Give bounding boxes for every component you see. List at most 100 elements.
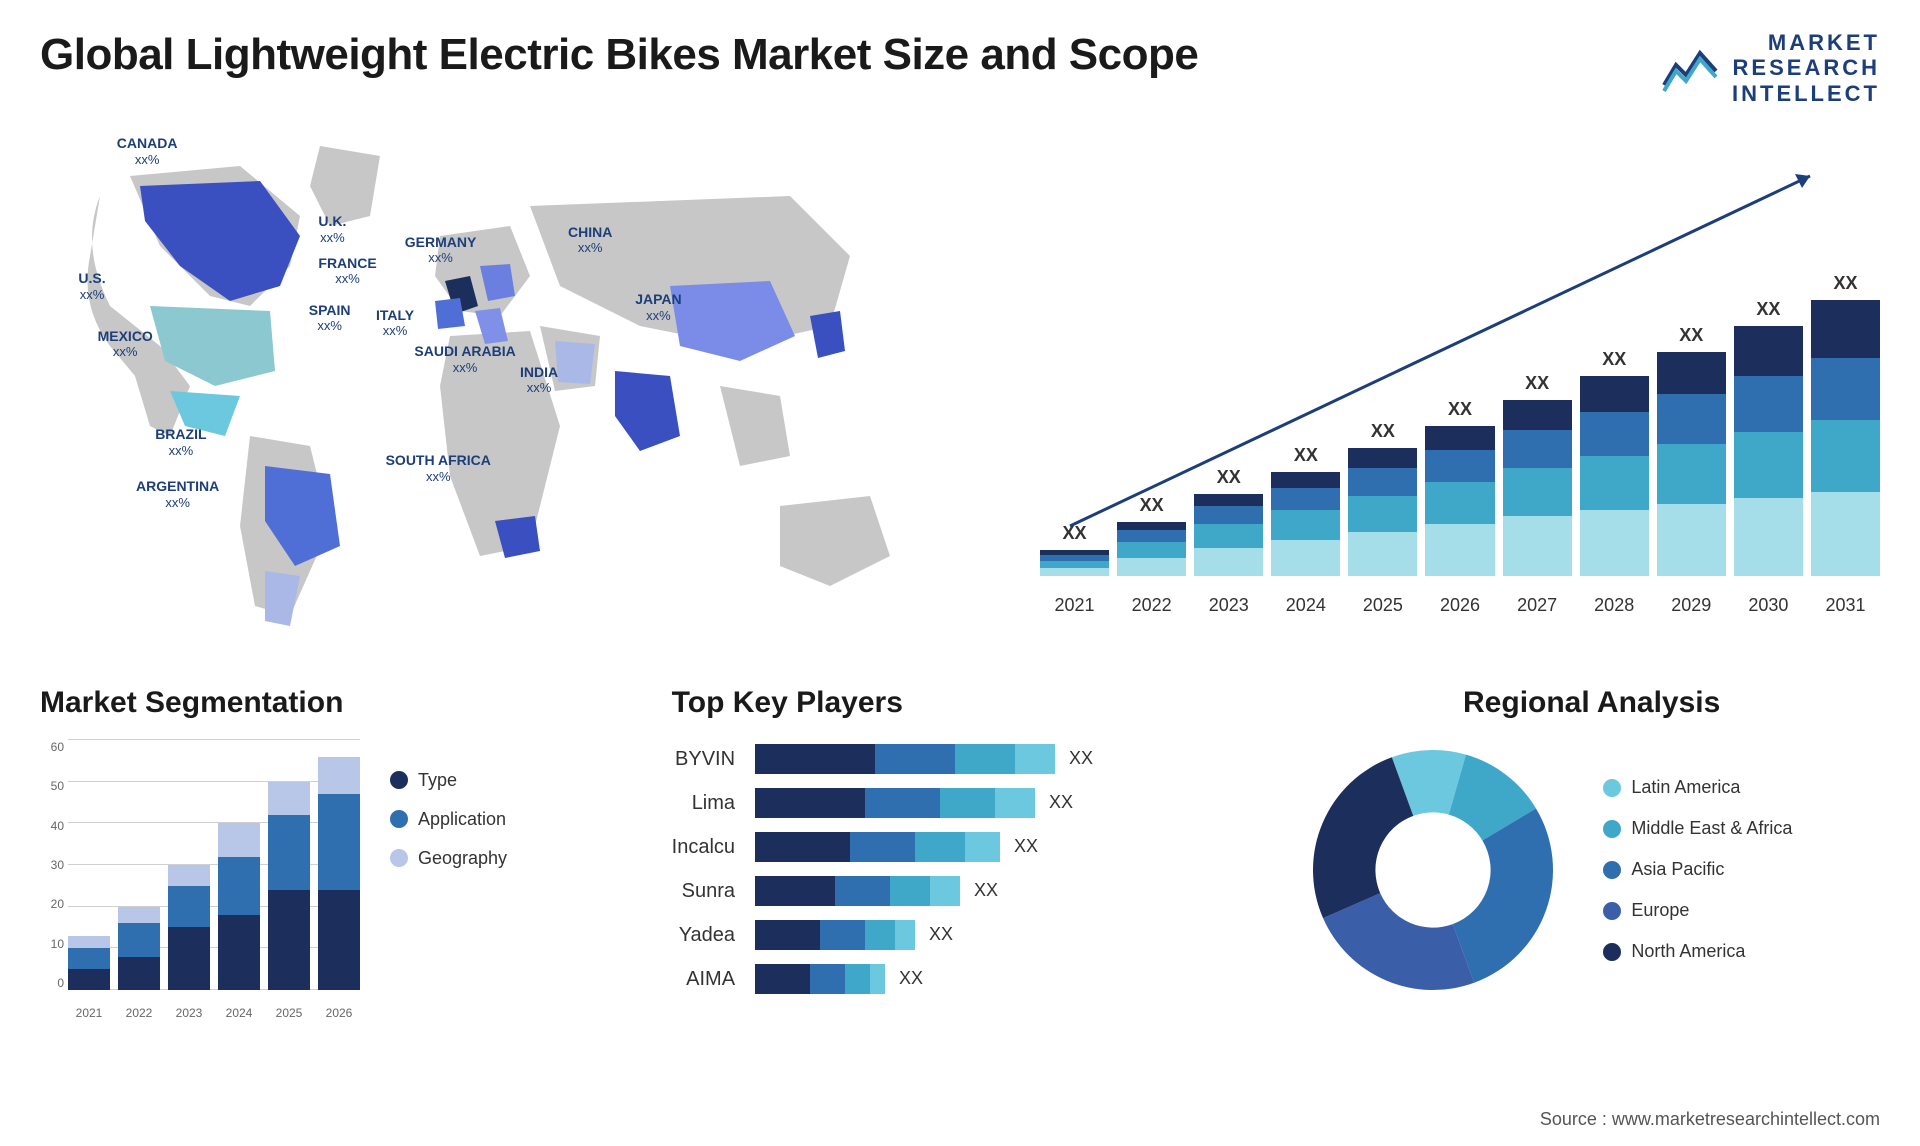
player-labels: BYVINLimaIncalcuSunraYadeaAIMA xyxy=(672,740,735,994)
map-label: ARGENTINAxx% xyxy=(136,479,219,510)
player-bar-row: XX xyxy=(755,744,1248,774)
legend-swatch xyxy=(1603,820,1621,838)
growth-year-label: 2026 xyxy=(1425,595,1494,616)
player-name: Sunra xyxy=(672,876,735,906)
growth-bar: XX xyxy=(1117,495,1186,576)
map-label: SPAINxx% xyxy=(309,303,351,334)
map-label: BRAZILxx% xyxy=(155,427,206,458)
player-bars: XX XX XX XX XX XX xyxy=(755,740,1248,994)
segmentation-bar xyxy=(318,757,360,990)
map-label: SAUDI ARABIAxx% xyxy=(414,344,515,375)
map-label: SOUTH AFRICAxx% xyxy=(386,453,491,484)
growth-bar-value: XX xyxy=(1217,467,1241,488)
player-bar-row: XX xyxy=(755,920,1248,950)
player-name: BYVIN xyxy=(672,744,735,774)
growth-bar-value: XX xyxy=(1063,523,1087,544)
growth-bar: XX xyxy=(1657,325,1726,576)
growth-bar-value: XX xyxy=(1294,445,1318,466)
growth-bar-value: XX xyxy=(1602,349,1626,370)
safrica-shape xyxy=(495,516,540,558)
legend-item: Geography xyxy=(390,848,507,869)
player-name: AIMA xyxy=(672,964,735,994)
growth-year-label: 2030 xyxy=(1734,595,1803,616)
legend-swatch xyxy=(1603,779,1621,797)
brand-logo: MARKET RESEARCH INTELLECT xyxy=(1660,30,1880,106)
player-value: XX xyxy=(1014,836,1038,857)
legend-label: Europe xyxy=(1631,900,1689,921)
segmentation-legend: Type Application Geography xyxy=(390,740,507,1020)
legend-swatch xyxy=(1603,902,1621,920)
growth-bar: XX xyxy=(1194,467,1263,576)
map-label: INDIAxx% xyxy=(520,365,558,396)
player-bar-row: XX xyxy=(755,832,1248,862)
legend-label: Application xyxy=(418,809,506,830)
player-name: Yadea xyxy=(672,920,735,950)
player-bar-row: XX xyxy=(755,788,1248,818)
donut-slice xyxy=(1313,757,1413,918)
growth-year-label: 2025 xyxy=(1348,595,1417,616)
player-bar-row: XX xyxy=(755,964,1248,994)
segmentation-bar xyxy=(118,907,160,990)
legend-item: Type xyxy=(390,770,507,791)
growth-bar: XX xyxy=(1425,399,1494,576)
growth-year-label: 2024 xyxy=(1271,595,1340,616)
logo-icon xyxy=(1660,43,1720,93)
source-attribution: Source : www.marketresearchintellect.com xyxy=(1540,1109,1880,1130)
regional-analysis-section: Regional Analysis Latin AmericaMiddle Ea… xyxy=(1303,686,1880,1020)
map-label: GERMANYxx% xyxy=(405,235,477,266)
legend-swatch xyxy=(390,849,408,867)
legend-item: North America xyxy=(1603,941,1792,962)
growth-bar: XX xyxy=(1348,421,1417,576)
player-bar-row: XX xyxy=(755,876,1248,906)
growth-year-label: 2023 xyxy=(1194,595,1263,616)
growth-bar-value: XX xyxy=(1525,373,1549,394)
map-label: CANADAxx% xyxy=(117,136,178,167)
legend-item: Middle East & Africa xyxy=(1603,818,1792,839)
segmentation-chart: 6050403020100 202120222023202420252026 xyxy=(40,740,360,1020)
legend-label: Asia Pacific xyxy=(1631,859,1724,880)
legend-swatch xyxy=(1603,943,1621,961)
legend-item: Asia Pacific xyxy=(1603,859,1792,880)
map-label: CHINAxx% xyxy=(568,225,612,256)
section-title-players: Top Key Players xyxy=(672,686,1249,720)
growth-bar: XX xyxy=(1271,445,1340,576)
map-label: MEXICOxx% xyxy=(98,329,153,360)
map-label: FRANCExx% xyxy=(318,256,376,287)
regional-donut xyxy=(1303,740,1563,1000)
player-value: XX xyxy=(1049,792,1073,813)
growth-bar-value: XX xyxy=(1833,273,1857,294)
player-value: XX xyxy=(1069,748,1093,769)
market-segmentation-section: Market Segmentation 6050403020100 202120… xyxy=(40,686,617,1020)
growth-bar-value: XX xyxy=(1140,495,1164,516)
growth-bar: XX xyxy=(1734,299,1803,576)
growth-year-label: 2021 xyxy=(1040,595,1109,616)
player-name: Lima xyxy=(672,788,735,818)
growth-bar-value: XX xyxy=(1679,325,1703,346)
legend-label: North America xyxy=(1631,941,1745,962)
segmentation-bar xyxy=(218,823,260,990)
argentina-shape xyxy=(265,571,300,626)
legend-label: Geography xyxy=(418,848,507,869)
section-title-regional: Regional Analysis xyxy=(1303,686,1880,720)
map-label: ITALYxx% xyxy=(376,308,414,339)
section-title-segmentation: Market Segmentation xyxy=(40,686,617,720)
map-label: JAPANxx% xyxy=(635,292,681,323)
growth-chart: XXXXXXXXXXXXXXXXXXXXXX 20212022202320242… xyxy=(1040,126,1880,646)
logo-text: MARKET RESEARCH INTELLECT xyxy=(1732,30,1880,106)
legend-label: Middle East & Africa xyxy=(1631,818,1792,839)
player-value: XX xyxy=(899,968,923,989)
japan-shape xyxy=(810,311,845,358)
growth-year-label: 2028 xyxy=(1580,595,1649,616)
growth-bar: XX xyxy=(1503,373,1572,576)
growth-year-label: 2031 xyxy=(1811,595,1880,616)
india-shape xyxy=(615,371,680,451)
donut-slice xyxy=(1453,808,1553,982)
map-label: U.S.xx% xyxy=(78,271,105,302)
growth-year-label: 2027 xyxy=(1503,595,1572,616)
growth-year-label: 2029 xyxy=(1657,595,1726,616)
growth-bar: XX xyxy=(1580,349,1649,576)
player-value: XX xyxy=(974,880,998,901)
legend-swatch xyxy=(390,771,408,789)
player-value: XX xyxy=(929,924,953,945)
segmentation-bar xyxy=(68,936,110,990)
